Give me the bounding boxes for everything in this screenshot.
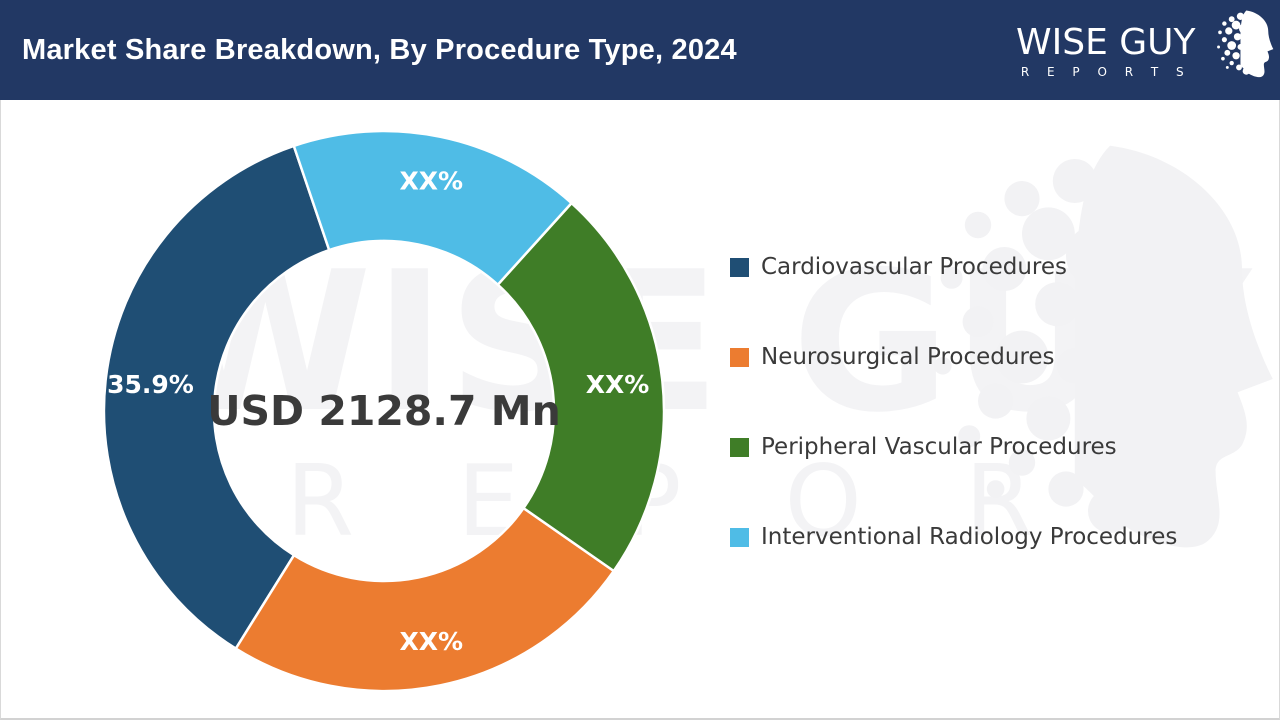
header-bar: Market Share Breakdown, By Procedure Typ…: [0, 0, 1280, 100]
slice-label-0: 35.9%: [107, 370, 194, 399]
wise-guy-reports-logo: WISE GUY R E P O R T S: [1016, 8, 1273, 94]
legend-swatch: [730, 527, 749, 547]
legend-label: Neurosurgical Procedures: [761, 344, 1055, 370]
chart-area: WISE GUY R E P O R T S 35.9%XX%XX%XX% US…: [0, 100, 1280, 720]
slice-label-2: XX%: [586, 370, 650, 399]
donut-slice-3: [292, 129, 573, 286]
logo-subtitle: R E P O R T S: [1020, 65, 1191, 79]
legend-label: Cardiovascular Procedures: [761, 254, 1067, 280]
chart-legend: Cardiovascular Procedures Neurosurgical …: [730, 250, 1177, 610]
slice-label-1: XX%: [399, 627, 463, 656]
donut-chart: 35.9% XX% XX% XX%: [102, 129, 666, 693]
legend-label: Peripheral Vascular Procedures: [761, 434, 1117, 460]
legend-item-cardiovascular: Cardiovascular Procedures: [730, 250, 1177, 284]
legend-item-neurosurgical: Neurosurgical Procedures: [730, 340, 1177, 374]
donut-slice-2: [496, 201, 666, 573]
dotted-head-icon: [1216, 10, 1273, 78]
legend-swatch: [730, 347, 749, 367]
slice-label-3: XX%: [399, 167, 463, 196]
legend-swatch: [730, 257, 749, 277]
donut-slice-0: [102, 144, 331, 650]
legend-label: Interventional Radiology Procedures: [761, 524, 1178, 550]
donut-center-value: USD 2128.7 Mn: [207, 387, 561, 435]
legend-swatch: [730, 437, 749, 457]
legend-item-peripheral-vascular: Peripheral Vascular Procedures: [730, 430, 1177, 464]
legend-item-interventional-radiology: Interventional Radiology Procedures: [730, 520, 1177, 554]
donut-slice-1: [234, 506, 616, 693]
logo-wordmark: WISE GUY: [1016, 22, 1196, 63]
page-title: Market Share Breakdown, By Procedure Typ…: [22, 33, 737, 66]
